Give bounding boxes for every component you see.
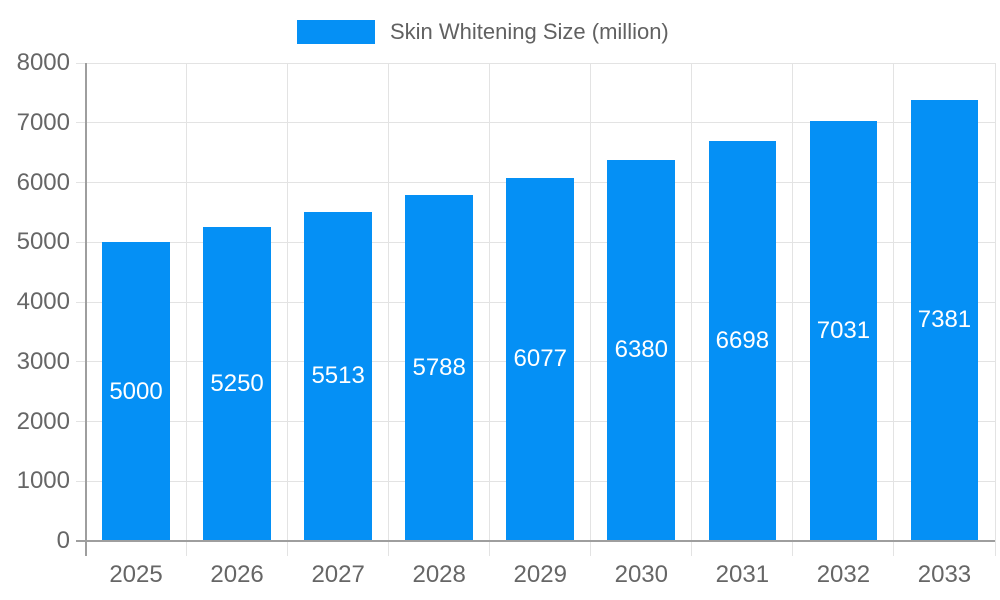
x-axis-label: 2026 bbox=[210, 561, 264, 588]
gridline-vertical bbox=[186, 63, 188, 541]
x-axis-tick bbox=[893, 541, 895, 556]
bar-value-label: 5513 bbox=[311, 362, 365, 390]
x-axis-label: 2032 bbox=[816, 561, 871, 588]
gridline-vertical bbox=[287, 63, 289, 541]
bar-value-label: 6698 bbox=[715, 326, 770, 354]
bar-2026[interactable]: 5250 bbox=[203, 227, 271, 541]
gridline-vertical bbox=[792, 63, 794, 541]
y-axis-label: 5000 bbox=[16, 228, 70, 256]
gridline-vertical bbox=[388, 63, 390, 541]
gridline-vertical bbox=[691, 63, 693, 541]
x-axis-tick bbox=[792, 541, 794, 556]
bar-value-label: 7381 bbox=[917, 306, 972, 334]
y-axis-tick bbox=[76, 421, 86, 422]
legend: Skin Whitening Size (million) bbox=[297, 18, 669, 46]
gridline-horizontal bbox=[85, 122, 995, 124]
bar-value-label: 7031 bbox=[816, 316, 871, 344]
y-axis-tick bbox=[76, 122, 86, 124]
bar-value-label: 6077 bbox=[513, 345, 567, 373]
y-axis-label: 6000 bbox=[16, 168, 70, 196]
bar-2028[interactable]: 5788 bbox=[405, 195, 474, 541]
y-axis-tick bbox=[76, 62, 86, 64]
x-axis-tick bbox=[590, 541, 592, 556]
y-axis-label: 0 bbox=[56, 527, 70, 554]
gridline-vertical bbox=[489, 63, 491, 541]
y-axis-tick bbox=[76, 182, 86, 183]
y-axis-tick bbox=[76, 361, 86, 363]
legend-label: Skin Whitening Size (million) bbox=[390, 19, 669, 44]
bar-value-label: 5788 bbox=[412, 354, 466, 382]
bar-2030[interactable]: 6380 bbox=[607, 159, 676, 541]
y-axis-tick bbox=[76, 480, 86, 482]
x-axis-label: 2029 bbox=[513, 561, 567, 588]
y-axis-label: 4000 bbox=[16, 288, 70, 315]
bar-2031[interactable]: 6698 bbox=[708, 140, 777, 541]
x-axis-label: 2033 bbox=[917, 561, 972, 588]
y-axis-label: 8000 bbox=[16, 49, 70, 76]
x-axis-label: 2025 bbox=[109, 561, 163, 588]
x-axis-tick bbox=[388, 541, 390, 556]
bar-2032[interactable]: 7031 bbox=[809, 120, 878, 541]
gridline-horizontal bbox=[85, 62, 995, 64]
gridline-vertical bbox=[893, 63, 895, 541]
bar-value-label: 5000 bbox=[109, 377, 163, 405]
x-axis-tick bbox=[186, 541, 188, 556]
x-axis-label: 2028 bbox=[412, 561, 466, 588]
bar-2033[interactable]: 7381 bbox=[910, 99, 979, 541]
y-axis-label: 1000 bbox=[16, 467, 70, 495]
bar-2029[interactable]: 6077 bbox=[506, 177, 575, 541]
x-axis-tick bbox=[287, 541, 289, 556]
y-axis-label: 3000 bbox=[16, 347, 70, 375]
bar-2025[interactable]: 5000 bbox=[102, 242, 170, 541]
x-axis-label: 2027 bbox=[311, 561, 365, 588]
legend-swatch bbox=[297, 20, 375, 44]
gridline-vertical bbox=[590, 63, 592, 541]
bar-2027[interactable]: 5513 bbox=[304, 211, 372, 541]
x-axis-tick bbox=[691, 541, 693, 556]
bar-value-label: 6380 bbox=[614, 336, 668, 364]
x-axis-label: 2030 bbox=[614, 561, 668, 588]
y-axis-tick bbox=[76, 301, 86, 303]
y-axis-label: 2000 bbox=[16, 407, 70, 435]
y-axis-line bbox=[84, 63, 87, 556]
gridline-vertical bbox=[994, 63, 996, 541]
y-axis-label: 7000 bbox=[16, 108, 70, 136]
x-axis-tick bbox=[994, 541, 996, 556]
x-axis-label: 2031 bbox=[715, 561, 770, 588]
bar-value-label: 5250 bbox=[210, 370, 264, 398]
y-axis-tick bbox=[76, 241, 86, 243]
x-axis-tick bbox=[489, 541, 491, 556]
x-axis-line bbox=[76, 540, 995, 542]
